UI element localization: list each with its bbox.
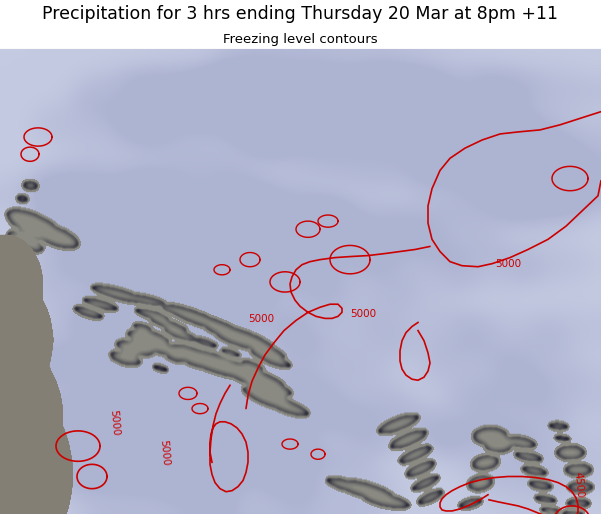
Text: 5000: 5000	[248, 315, 274, 324]
Text: 5000: 5000	[495, 259, 521, 269]
Text: 5000: 5000	[350, 309, 376, 319]
Text: 5000: 5000	[108, 409, 120, 436]
Text: 5000: 5000	[158, 439, 170, 466]
Text: Freezing level contours: Freezing level contours	[223, 32, 378, 46]
Text: Precipitation for 3 hrs ending Thursday 20 Mar at 8pm +11: Precipitation for 3 hrs ending Thursday …	[43, 5, 558, 23]
Text: 4500: 4500	[572, 472, 584, 499]
